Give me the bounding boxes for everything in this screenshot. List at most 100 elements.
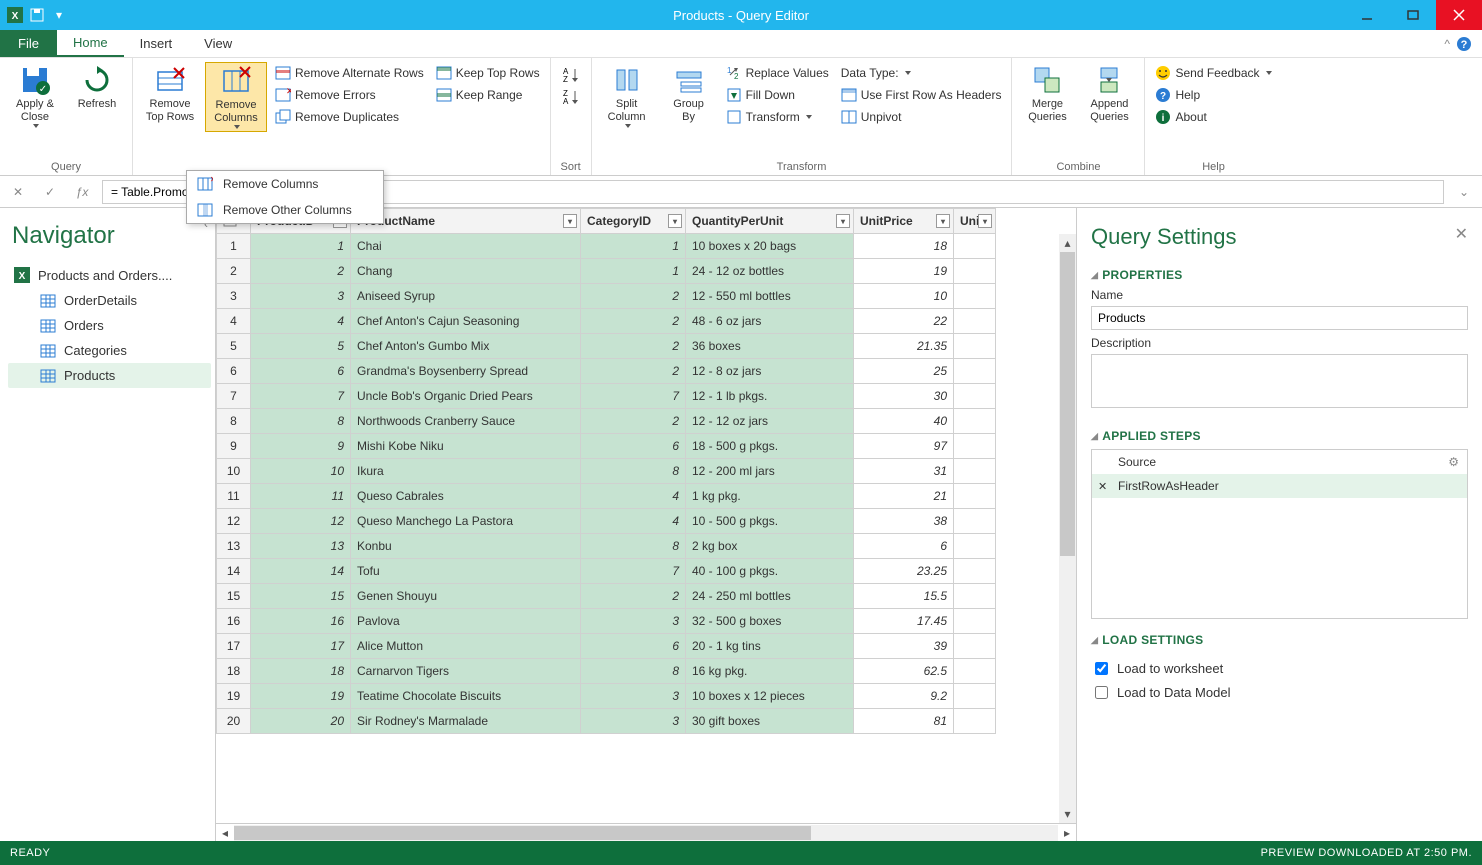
tab-view[interactable]: View: [188, 30, 248, 57]
cell[interactable]: 24 - 12 oz bottles: [686, 259, 854, 284]
cell[interactable]: 1 kg pkg.: [686, 484, 854, 509]
cell[interactable]: 15: [251, 584, 351, 609]
row-header[interactable]: 20: [217, 709, 251, 734]
sort-desc-icon[interactable]: ZA: [561, 88, 581, 106]
tab-insert[interactable]: Insert: [124, 30, 189, 57]
applied-steps-section[interactable]: APPLIED STEPS: [1091, 429, 1468, 443]
cell[interactable]: Queso Cabrales: [351, 484, 581, 509]
cell[interactable]: 9.2: [854, 684, 954, 709]
cell[interactable]: 4: [581, 509, 686, 534]
cell[interactable]: 6: [854, 534, 954, 559]
cell[interactable]: 62.5: [854, 659, 954, 684]
remove-duplicates-button[interactable]: Remove Duplicates: [271, 106, 428, 128]
column-header-productname[interactable]: ProductName▾: [351, 209, 581, 234]
row-header[interactable]: 16: [217, 609, 251, 634]
cell[interactable]: 12 - 1 lb pkgs.: [686, 384, 854, 409]
cell[interactable]: Sir Rodney's Marmalade: [351, 709, 581, 734]
column-header-quantityperunit[interactable]: QuantityPerUnit▾: [686, 209, 854, 234]
row-header[interactable]: 19: [217, 684, 251, 709]
unpivot-button[interactable]: Unpivot: [837, 106, 1006, 128]
cell[interactable]: 10 - 500 g pkgs.: [686, 509, 854, 534]
cell[interactable]: [954, 484, 996, 509]
cell[interactable]: [954, 409, 996, 434]
row-header[interactable]: 4: [217, 309, 251, 334]
qat-dropdown-icon[interactable]: ▾: [50, 6, 68, 24]
cell[interactable]: 2: [251, 259, 351, 284]
query-settings-close-button[interactable]: ✕: [1455, 224, 1468, 244]
properties-section[interactable]: PROPERTIES: [1091, 268, 1468, 282]
row-header[interactable]: 6: [217, 359, 251, 384]
cell[interactable]: 2: [581, 584, 686, 609]
cell[interactable]: [954, 309, 996, 334]
cell[interactable]: 18 - 500 g pkgs.: [686, 434, 854, 459]
cell[interactable]: Queso Manchego La Pastora: [351, 509, 581, 534]
formula-accept-button[interactable]: ✓: [38, 180, 62, 204]
cell[interactable]: 22: [854, 309, 954, 334]
sort-asc-icon[interactable]: AZ: [561, 66, 581, 84]
tab-home[interactable]: Home: [57, 30, 124, 57]
cell[interactable]: 14: [251, 559, 351, 584]
cell[interactable]: 25: [854, 359, 954, 384]
cell[interactable]: [954, 384, 996, 409]
applied-step[interactable]: Source⚙: [1092, 450, 1467, 474]
remove-columns-button[interactable]: Remove Columns: [205, 62, 267, 132]
cell[interactable]: 19: [854, 259, 954, 284]
cell[interactable]: Uncle Bob's Organic Dried Pears: [351, 384, 581, 409]
cell[interactable]: 2: [581, 284, 686, 309]
load-settings-section[interactable]: LOAD SETTINGS: [1091, 633, 1468, 647]
row-header[interactable]: 8: [217, 409, 251, 434]
split-column-button[interactable]: Split Column: [598, 62, 656, 130]
row-header[interactable]: 18: [217, 659, 251, 684]
formula-expand-button[interactable]: ⌄: [1452, 180, 1476, 204]
help-icon[interactable]: ?: [1456, 36, 1472, 52]
cell[interactable]: [954, 534, 996, 559]
cell[interactable]: 8: [581, 534, 686, 559]
filter-icon[interactable]: ▾: [668, 214, 682, 228]
row-header[interactable]: 14: [217, 559, 251, 584]
load-worksheet-checkbox[interactable]: Load to worksheet: [1091, 659, 1468, 678]
keep-top-rows-button[interactable]: Keep Top Rows: [432, 62, 544, 84]
menu-remove-other-columns[interactable]: Remove Other Columns: [187, 197, 383, 223]
row-header[interactable]: 9: [217, 434, 251, 459]
horizontal-scrollbar[interactable]: ◂ ▸: [216, 823, 1076, 841]
about-button[interactable]: iAbout: [1151, 106, 1275, 128]
cell[interactable]: 30 gift boxes: [686, 709, 854, 734]
cell[interactable]: 24 - 250 ml bottles: [686, 584, 854, 609]
close-button[interactable]: [1436, 0, 1482, 30]
cell[interactable]: 11: [251, 484, 351, 509]
remove-top-rows-button[interactable]: Remove Top Rows: [139, 62, 201, 126]
fill-down-button[interactable]: Fill Down: [722, 84, 833, 106]
cell[interactable]: 21: [854, 484, 954, 509]
merge-queries-button[interactable]: Merge Queries: [1018, 62, 1076, 126]
column-header-unitprice[interactable]: UnitPrice▾: [854, 209, 954, 234]
applied-step[interactable]: ✕FirstRowAsHeader: [1092, 474, 1467, 498]
data-type-button[interactable]: Data Type:: [837, 62, 1006, 84]
cell[interactable]: 18: [854, 234, 954, 259]
cell[interactable]: 7: [251, 384, 351, 409]
cell[interactable]: 2: [581, 409, 686, 434]
cell[interactable]: 4: [581, 484, 686, 509]
cell[interactable]: [954, 634, 996, 659]
cell[interactable]: [954, 509, 996, 534]
cell[interactable]: 6: [581, 434, 686, 459]
maximize-button[interactable]: [1390, 0, 1436, 30]
cell[interactable]: 2 kg box: [686, 534, 854, 559]
remove-alternate-rows-button[interactable]: Remove Alternate Rows: [271, 62, 428, 84]
transform-button[interactable]: Transform: [722, 106, 833, 128]
cell[interactable]: 15.5: [854, 584, 954, 609]
vertical-scrollbar[interactable]: ▴ ▾: [1059, 234, 1076, 823]
cell[interactable]: Chang: [351, 259, 581, 284]
cell[interactable]: Chef Anton's Gumbo Mix: [351, 334, 581, 359]
cell[interactable]: Grandma's Boysenberry Spread: [351, 359, 581, 384]
cell[interactable]: 23.25: [854, 559, 954, 584]
ribbon-collapse-icon[interactable]: ^: [1444, 37, 1450, 51]
cell[interactable]: [954, 334, 996, 359]
row-header[interactable]: 5: [217, 334, 251, 359]
cell[interactable]: [954, 434, 996, 459]
row-header[interactable]: 10: [217, 459, 251, 484]
filter-icon[interactable]: ▾: [936, 214, 950, 228]
cell[interactable]: 17.45: [854, 609, 954, 634]
cell[interactable]: Tofu: [351, 559, 581, 584]
cell[interactable]: [954, 259, 996, 284]
navigator-item-orderdetails[interactable]: OrderDetails: [8, 288, 211, 313]
